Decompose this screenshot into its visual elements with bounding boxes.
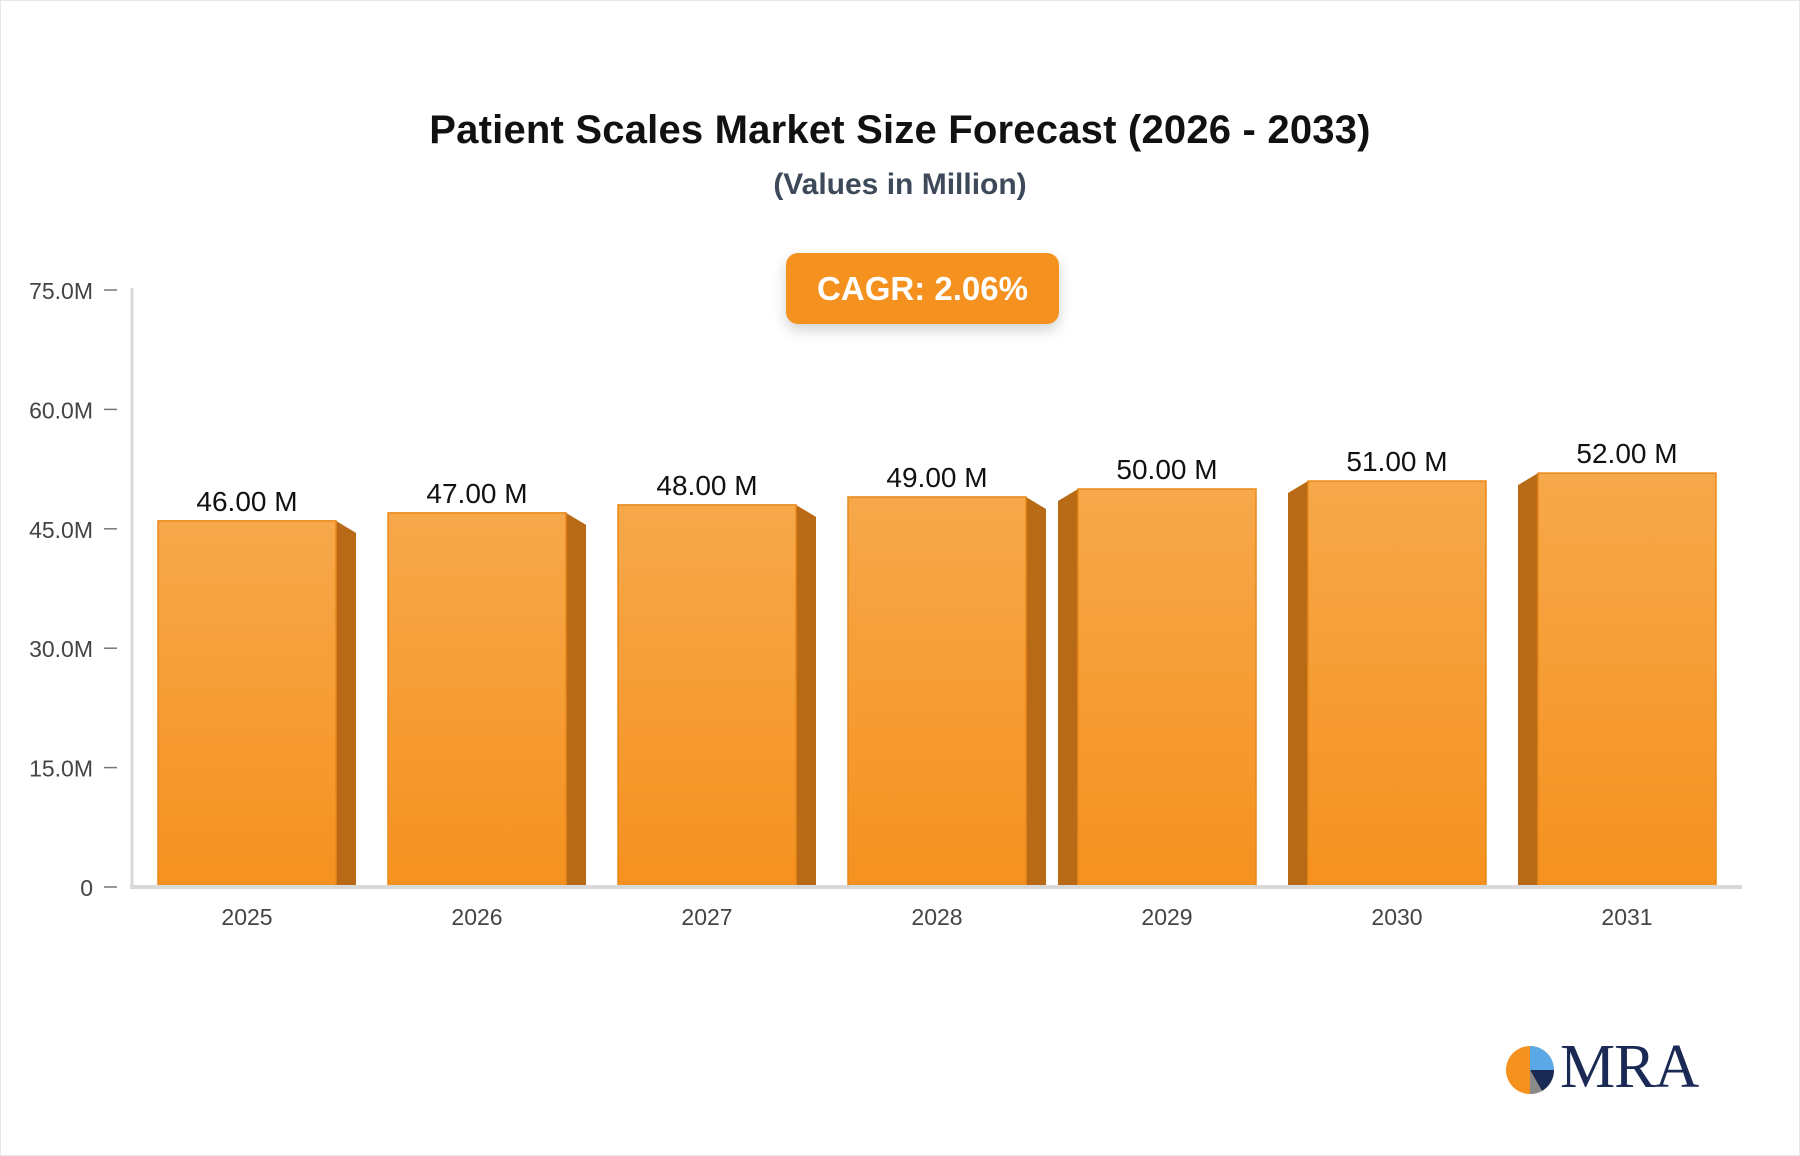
bar-value-label: 47.00 M: [426, 478, 527, 509]
x-tick-label: 2028: [911, 904, 962, 930]
chart-title: Patient Scales Market Size Forecast (202…: [429, 108, 1371, 152]
bar: [387, 512, 567, 888]
y-tick-label: 45.0M: [29, 517, 93, 543]
x-tick-label: 2029: [1141, 904, 1192, 930]
bar: [617, 504, 797, 888]
bar: [157, 520, 337, 888]
x-tick-label: 2027: [681, 904, 732, 930]
bar-side-face: [566, 512, 586, 887]
bar-value-label: 49.00 M: [886, 462, 987, 493]
bar-side-face: [1518, 473, 1538, 887]
x-tick-label: 2025: [221, 904, 272, 930]
bar-value-label: 50.00 M: [1116, 454, 1217, 485]
bar: [1307, 480, 1487, 888]
bar-value-label: 46.00 M: [196, 486, 297, 517]
y-tick-label: 75.0M: [29, 278, 93, 304]
x-tick-label: 2031: [1601, 904, 1652, 930]
bar-value-label: 48.00 M: [656, 470, 757, 501]
bar: [847, 496, 1027, 888]
bar-side-face: [1288, 481, 1308, 887]
bar-value-label: 51.00 M: [1346, 446, 1447, 477]
logo-text: MRA: [1560, 1033, 1699, 1101]
bar: [1077, 488, 1257, 888]
y-tick-label: 60.0M: [29, 397, 93, 423]
y-tick-label: 0: [80, 875, 93, 901]
bar-side-face: [1058, 489, 1078, 887]
y-tick-label: 15.0M: [29, 756, 93, 782]
y-tick-label: 30.0M: [29, 636, 93, 662]
bar-side-face: [336, 520, 356, 887]
bar-side-face: [796, 504, 816, 887]
bar-side-face: [1026, 496, 1046, 887]
chart-subtitle: (Values in Million): [773, 168, 1027, 201]
mra-logo: MRA: [1504, 1033, 1704, 1101]
x-tick-label: 2026: [451, 904, 502, 930]
bar: [1537, 472, 1717, 888]
bar-value-label: 52.00 M: [1576, 438, 1677, 469]
pie-logo-icon: [1506, 1046, 1555, 1095]
x-tick-label: 2030: [1371, 904, 1422, 930]
cagr-badge: CAGR: 2.06%: [786, 253, 1059, 324]
